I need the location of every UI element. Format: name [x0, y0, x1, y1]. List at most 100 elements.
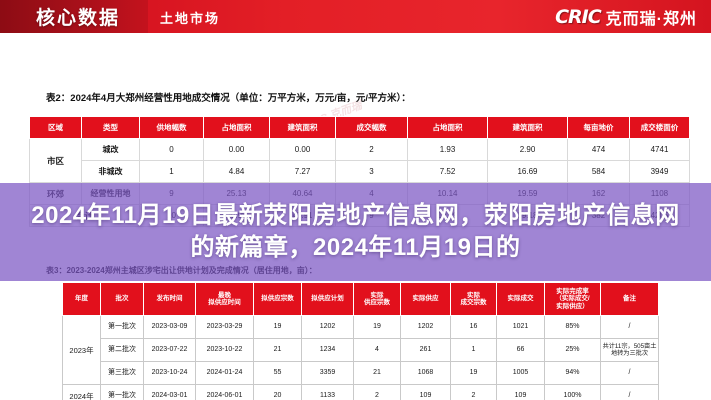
brand-logo: CRIC 克而瑞·郑州: [555, 5, 697, 29]
table1-cell: 0: [139, 138, 204, 161]
table2-cell: 1021: [496, 315, 545, 339]
table2-cell: 261: [400, 338, 451, 362]
table2-col-planned-supply: 拟供应计划: [301, 282, 354, 316]
table2-col-latest-supply-date: 最晚 拟供应时间: [195, 282, 254, 316]
table2-col-planned-lots: 拟供应宗数: [253, 282, 302, 316]
table2-cell: 85%: [544, 315, 601, 339]
table2-cell: 16: [450, 315, 497, 339]
table2-cell: 2023-10-22: [195, 338, 254, 362]
table1-cell: 0.00: [269, 138, 336, 161]
table2-cell: 2023-10-24: [143, 361, 196, 385]
table1-type-cell: 城改: [81, 138, 140, 161]
table2-cell: 2: [450, 384, 497, 400]
table2-col-actual-deal: 实际成交: [496, 282, 545, 316]
table2-note-cell: 共计11宗，505亩土地转为三批次: [600, 338, 659, 362]
table1-title: 表2：2024年4月大郑州经营性用地成交情况（单位：万平方米，万元/亩，元/平方…: [46, 93, 411, 104]
table2-batch-cell: 第一批次: [100, 315, 144, 339]
table2-cell: 2024-03-01: [143, 384, 196, 400]
table2-cell: 1202: [301, 315, 354, 339]
table1-col-floor-price: 成交楼面价: [629, 116, 690, 139]
table2-cell: 21: [353, 361, 401, 385]
header-line: 成交宗数: [460, 299, 487, 306]
table1-cell: 1: [139, 160, 204, 183]
table2-cell: 1: [450, 338, 497, 362]
table2-cell: 2023-03-29: [195, 315, 254, 339]
table2-col-actual-deal-lots: 实际 成交宗数: [450, 282, 497, 316]
table2-header-row: 年度 批次 发布时间 最晚 拟供应时间 拟供应宗数 拟供应计划 实际 供应宗数 …: [62, 282, 659, 316]
table2-cell: 21: [253, 338, 302, 362]
table2-cell: 19: [353, 315, 401, 339]
table1-col-price-per-mu: 每亩地价: [567, 116, 630, 139]
table2-note-cell: /: [600, 315, 659, 339]
header-line: 实际完成率: [556, 287, 589, 295]
table2-cell: 1068: [400, 361, 451, 385]
table1-col-supply-build-area: 建筑面积: [269, 116, 336, 139]
article-title-overlay-backdrop: [0, 183, 711, 281]
table2-cell: 1202: [400, 315, 451, 339]
table2-col-batch: 批次: [100, 282, 144, 316]
table2-batch-cell: 第三批次: [100, 361, 144, 385]
table1-cell: 4741: [629, 138, 690, 161]
table1-col-deal-build-area: 建筑面积: [487, 116, 568, 139]
table2-cell: 2: [353, 384, 401, 400]
header-line: 实际: [467, 291, 480, 299]
table1-cell: 4.84: [203, 160, 270, 183]
logo-chinese-text: 克而瑞·郑州: [605, 11, 697, 28]
table2-cell: 25%: [544, 338, 601, 362]
table1-header-row: 区域 类型 供地幅数 占地面积 建筑面积 成交幅数 占地面积 建筑面积 每亩地价…: [29, 116, 690, 139]
table2-cell: 4: [353, 338, 401, 362]
table1-col-region: 区域: [29, 116, 82, 139]
table2-cell: 100%: [544, 384, 601, 400]
table2-cell: 109: [496, 384, 545, 400]
table1-cell: 2: [335, 138, 408, 161]
table1-col-deal-lots: 成交幅数: [335, 116, 408, 139]
table-row: 市区 城改 0 0.00 0.00 2 1.93 2.90 474 4741: [29, 138, 690, 183]
banner-dark-panel: [0, 0, 148, 33]
table2-year-cell: 2023年: [62, 315, 101, 385]
table1-cell: 3: [335, 160, 408, 183]
table1-cell: 1.93: [407, 138, 488, 161]
table1-cell: 16.69: [487, 160, 568, 183]
table2-note-cell: /: [600, 361, 659, 385]
table-row: 非城改 1 4.84 7.27 3 7.52 16.69 584 3949: [30, 160, 690, 183]
table1-col-supply-land-area: 占地面积: [203, 116, 270, 139]
table2-cell: 2024-06-01: [195, 384, 254, 400]
table2-cell: 2023-03-09: [143, 315, 196, 339]
table2-col-year: 年度: [62, 282, 101, 316]
header-line: （实际成交/: [555, 295, 590, 303]
table2-batch-cell: 第二批次: [100, 338, 144, 362]
table2-cell: 20: [253, 384, 302, 400]
table2-cell: 55: [253, 361, 302, 385]
table2-cell: 2024-01-24: [195, 361, 254, 385]
table2-cell: 2023-07-22: [143, 338, 196, 362]
table2-year-cell: 2024年: [62, 384, 101, 400]
article-title-overlay-text: 2024年11月19日最新荥阳房地产信息网，荥阳房地产信息网的新篇章，2024年…: [31, 202, 680, 261]
table2-cell: 66: [496, 338, 545, 362]
header-line: 实际: [370, 291, 384, 299]
land-supply-plan-table: 年度 批次 发布时间 最晚 拟供应时间 拟供应宗数 拟供应计划 实际 供应宗数 …: [62, 282, 659, 400]
table2-col-note: 备注: [600, 282, 659, 316]
table-row: 2024年 第一批次 2024-03-01 2024-06-01 20 1133…: [62, 384, 659, 400]
table2-batch-cell: 第一批次: [100, 384, 144, 400]
banner-subtitle: 土地市场: [160, 11, 221, 26]
header-line: 实际供应）: [556, 302, 589, 310]
table2-col-actual-supply: 实际供应: [400, 282, 451, 316]
table2-cell: 19: [450, 361, 497, 385]
table1-region-cell: 市区: [29, 138, 82, 183]
table1-cell: 3949: [629, 160, 690, 183]
header-line: 供应宗数: [364, 299, 390, 306]
table-row: 第二批次 2023-07-22 2023-10-22 21 1234 4 261…: [63, 338, 659, 362]
table1-col-type: 类型: [81, 116, 140, 139]
table2-cell: 94%: [544, 361, 601, 385]
table2-cell: 1234: [301, 338, 354, 362]
table1-cell: 0.00: [203, 138, 270, 161]
table1-cell: 584: [567, 160, 630, 183]
table2-cell: 1133: [301, 384, 354, 400]
table1-cell: 7.52: [407, 160, 488, 183]
table2-col-publish-date: 发布时间: [143, 282, 196, 316]
table1-type-cell: 非城改: [81, 160, 140, 183]
table2-cell: 109: [400, 384, 451, 400]
header-line: 拟供应时间: [208, 299, 241, 306]
table2-cell: 3359: [301, 361, 354, 385]
